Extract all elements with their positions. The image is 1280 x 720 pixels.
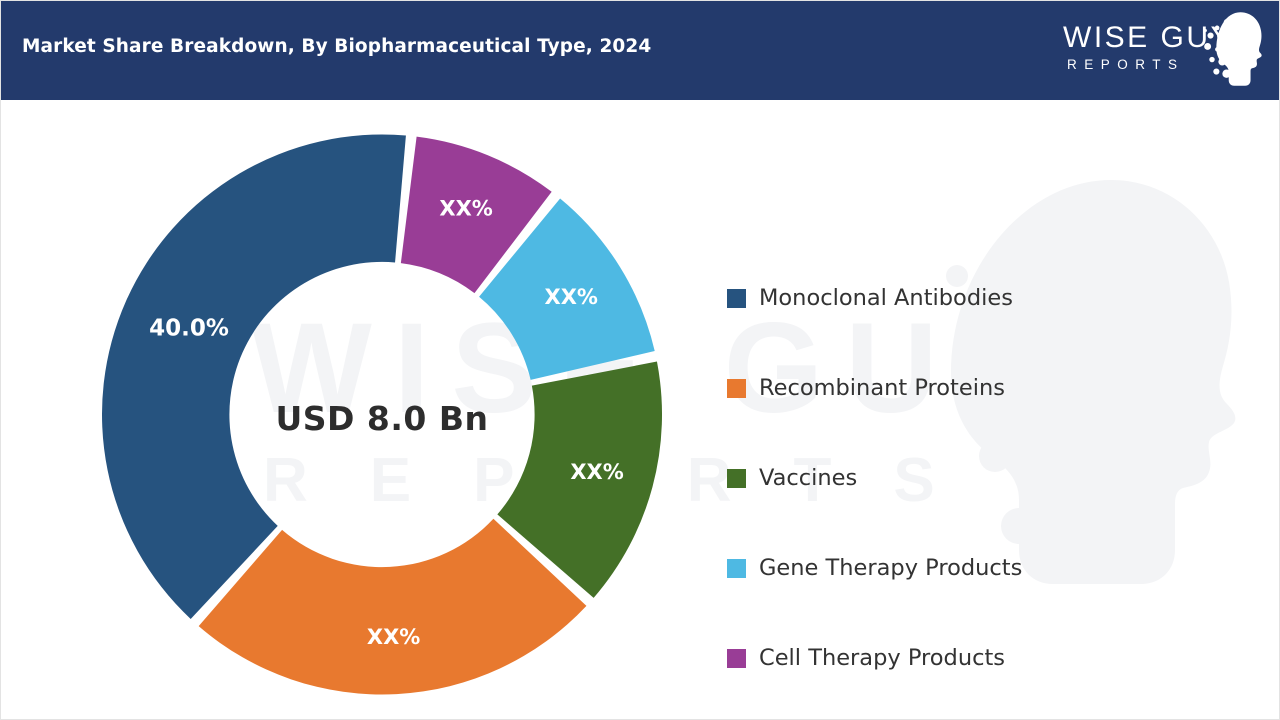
slice-data-label: XX% (570, 460, 623, 484)
donut-slice[interactable] (198, 518, 587, 695)
logo-secondary-text: REPORTS (1067, 57, 1185, 72)
legend-item[interactable]: Monoclonal Antibodies (727, 253, 1147, 343)
chart-legend: Monoclonal Antibodies Recombinant Protein… (727, 253, 1147, 703)
donut-slice[interactable] (497, 361, 662, 598)
donut-slice[interactable] (102, 134, 406, 619)
legend-item[interactable]: Recombinant Proteins (727, 343, 1147, 433)
legend-swatch-icon (727, 468, 746, 488)
head-silhouette-dots-icon (1204, 12, 1262, 86)
donut-slice-labels: 40.0% XX% XX% XX% XX% (149, 196, 624, 649)
legend-swatch-icon (727, 558, 746, 578)
legend-swatch-icon (727, 378, 746, 398)
legend-label: Recombinant Proteins (759, 375, 1005, 401)
legend-swatch-icon (727, 288, 746, 308)
slice-data-label: XX% (545, 285, 598, 309)
donut-slice[interactable] (400, 136, 552, 294)
legend-item[interactable]: Cell Therapy Products (727, 613, 1147, 703)
donut-chart-svg: 40.0% XX% XX% XX% XX% (102, 134, 662, 695)
slice-data-label: XX% (439, 196, 492, 220)
legend-label: Cell Therapy Products (759, 645, 1005, 671)
legend-swatch-icon (727, 648, 746, 668)
brand-logo: WISE GUY REPORTS (1061, 7, 1273, 91)
logo-primary-text: WISE GUY (1063, 21, 1234, 54)
donut-chart: 40.0% XX% XX% XX% XX% USD 8.0 Bn (102, 134, 662, 695)
page-title: Market Share Breakdown, By Biopharmaceut… (22, 36, 652, 57)
legend-item[interactable]: Gene Therapy Products (727, 523, 1147, 613)
legend-label: Gene Therapy Products (759, 555, 1023, 581)
donut-slice[interactable] (479, 198, 655, 380)
legend-label: Vaccines (759, 465, 858, 491)
legend-item[interactable]: Vaccines (727, 433, 1147, 523)
slice-data-label: XX% (367, 625, 420, 649)
donut-slices (102, 134, 662, 695)
legend-label: Monoclonal Antibodies (759, 285, 1013, 311)
slice-data-label: 40.0% (149, 316, 229, 342)
header-bar: Market Share Breakdown, By Biopharmaceut… (1, 1, 1279, 100)
